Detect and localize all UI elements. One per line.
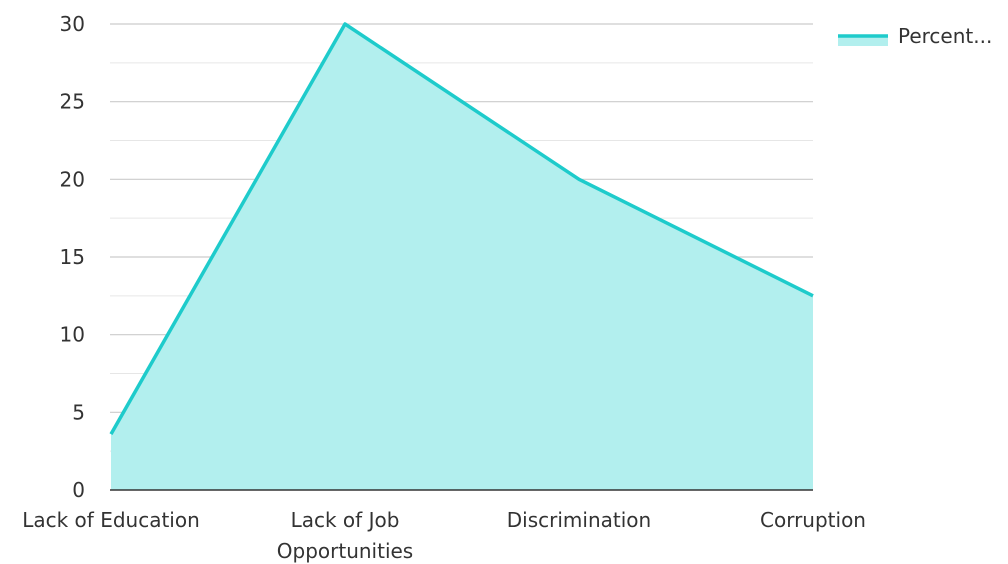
x-category-label: Discrimination <box>507 508 651 532</box>
legend-entry-label: Percent... <box>898 24 992 48</box>
y-tick-label: 0 <box>72 478 85 502</box>
y-tick-label: 10 <box>60 323 85 347</box>
y-tick-label: 15 <box>60 245 85 269</box>
y-axis-tick-labels: 0 5 10 15 20 25 30 <box>60 12 85 502</box>
legend[interactable]: Percent... <box>838 24 992 48</box>
x-axis-category-labels: Lack of Education Lack of Job Opportunitie… <box>22 508 866 563</box>
x-category-label: Lack of Education <box>22 508 200 532</box>
y-tick-label: 30 <box>60 12 85 36</box>
y-tick-label: 20 <box>60 167 85 191</box>
y-tick-label: 5 <box>72 400 85 424</box>
y-tick-label: 25 <box>60 90 85 114</box>
x-category-label: Lack of Job Opportunities <box>277 508 413 563</box>
series-line <box>109 22 814 435</box>
x-category-label: Corruption <box>760 508 866 532</box>
series-area-fill <box>111 24 813 490</box>
legend-swatch-fill <box>838 36 888 46</box>
